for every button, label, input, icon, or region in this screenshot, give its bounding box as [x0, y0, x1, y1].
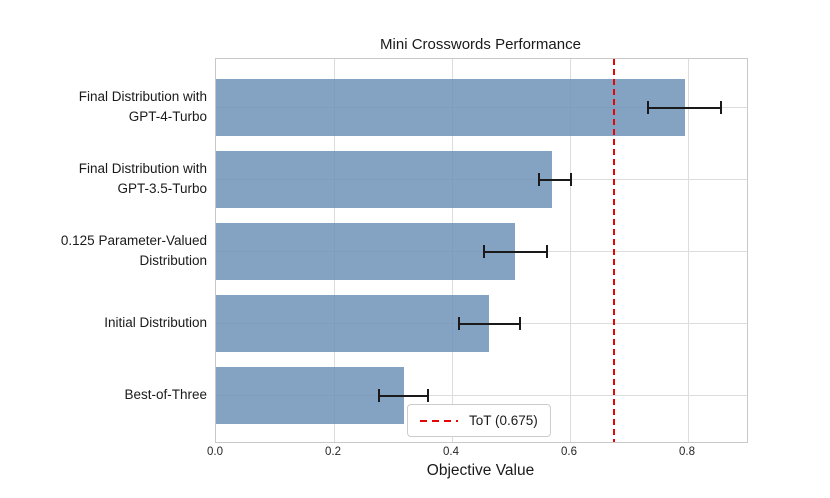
error-bar: [538, 178, 571, 181]
error-bar-cap: [482, 245, 485, 258]
error-bar-cap: [647, 101, 650, 114]
category-label: 0.125 Parameter-Valued Distribution: [60, 232, 207, 268]
gridline-horizontal: [216, 395, 747, 396]
error-bar-cap: [518, 317, 521, 330]
reference-line: [613, 59, 616, 442]
x-tick-label: 0.6: [561, 446, 577, 458]
plot-area: [215, 58, 748, 443]
bar: [216, 367, 404, 424]
category-label: Best-of-Three: [124, 386, 207, 402]
x-tick-label: 0.4: [443, 446, 459, 458]
error-bar: [483, 250, 547, 253]
error-bar-cap: [378, 389, 381, 402]
error-bar-cap: [569, 173, 572, 186]
error-bar-cap: [545, 245, 548, 258]
chart-title: Mini Crosswords Performance: [380, 36, 581, 53]
category-label: Final Distribution with GPT-3.5-Turbo: [78, 160, 207, 196]
legend-label: ToT (0.675): [469, 413, 538, 428]
x-tick-label: 0.2: [325, 446, 341, 458]
category-label: Final Distribution with GPT-4-Turbo: [78, 88, 207, 124]
x-axis-ticks: 0.0 0.2 0.4 0.6 0.8: [0, 446, 830, 462]
legend-dashed-line-swatch: [420, 419, 458, 422]
error-bar: [459, 322, 520, 325]
error-bar-cap: [720, 101, 723, 114]
bar: [216, 151, 553, 208]
error-bar: [379, 394, 429, 397]
legend: ToT (0.675): [407, 404, 551, 437]
error-bar-cap: [537, 173, 540, 186]
category-label: Initial Distribution: [104, 314, 207, 330]
x-tick-label: 0.8: [679, 446, 695, 458]
gridline-vertical: [687, 59, 689, 442]
bar: [216, 223, 516, 280]
bar: [216, 295, 490, 352]
error-bar-cap: [458, 317, 461, 330]
bar: [216, 79, 686, 136]
error-bar-cap: [427, 389, 430, 402]
y-axis-labels: Final Distribution with GPT-4-Turbo Final…: [0, 58, 207, 441]
x-axis-label: Objective Value: [426, 462, 535, 479]
error-bar: [648, 106, 722, 109]
x-tick-label: 0.0: [207, 446, 223, 458]
gridline-vertical: [569, 59, 571, 442]
